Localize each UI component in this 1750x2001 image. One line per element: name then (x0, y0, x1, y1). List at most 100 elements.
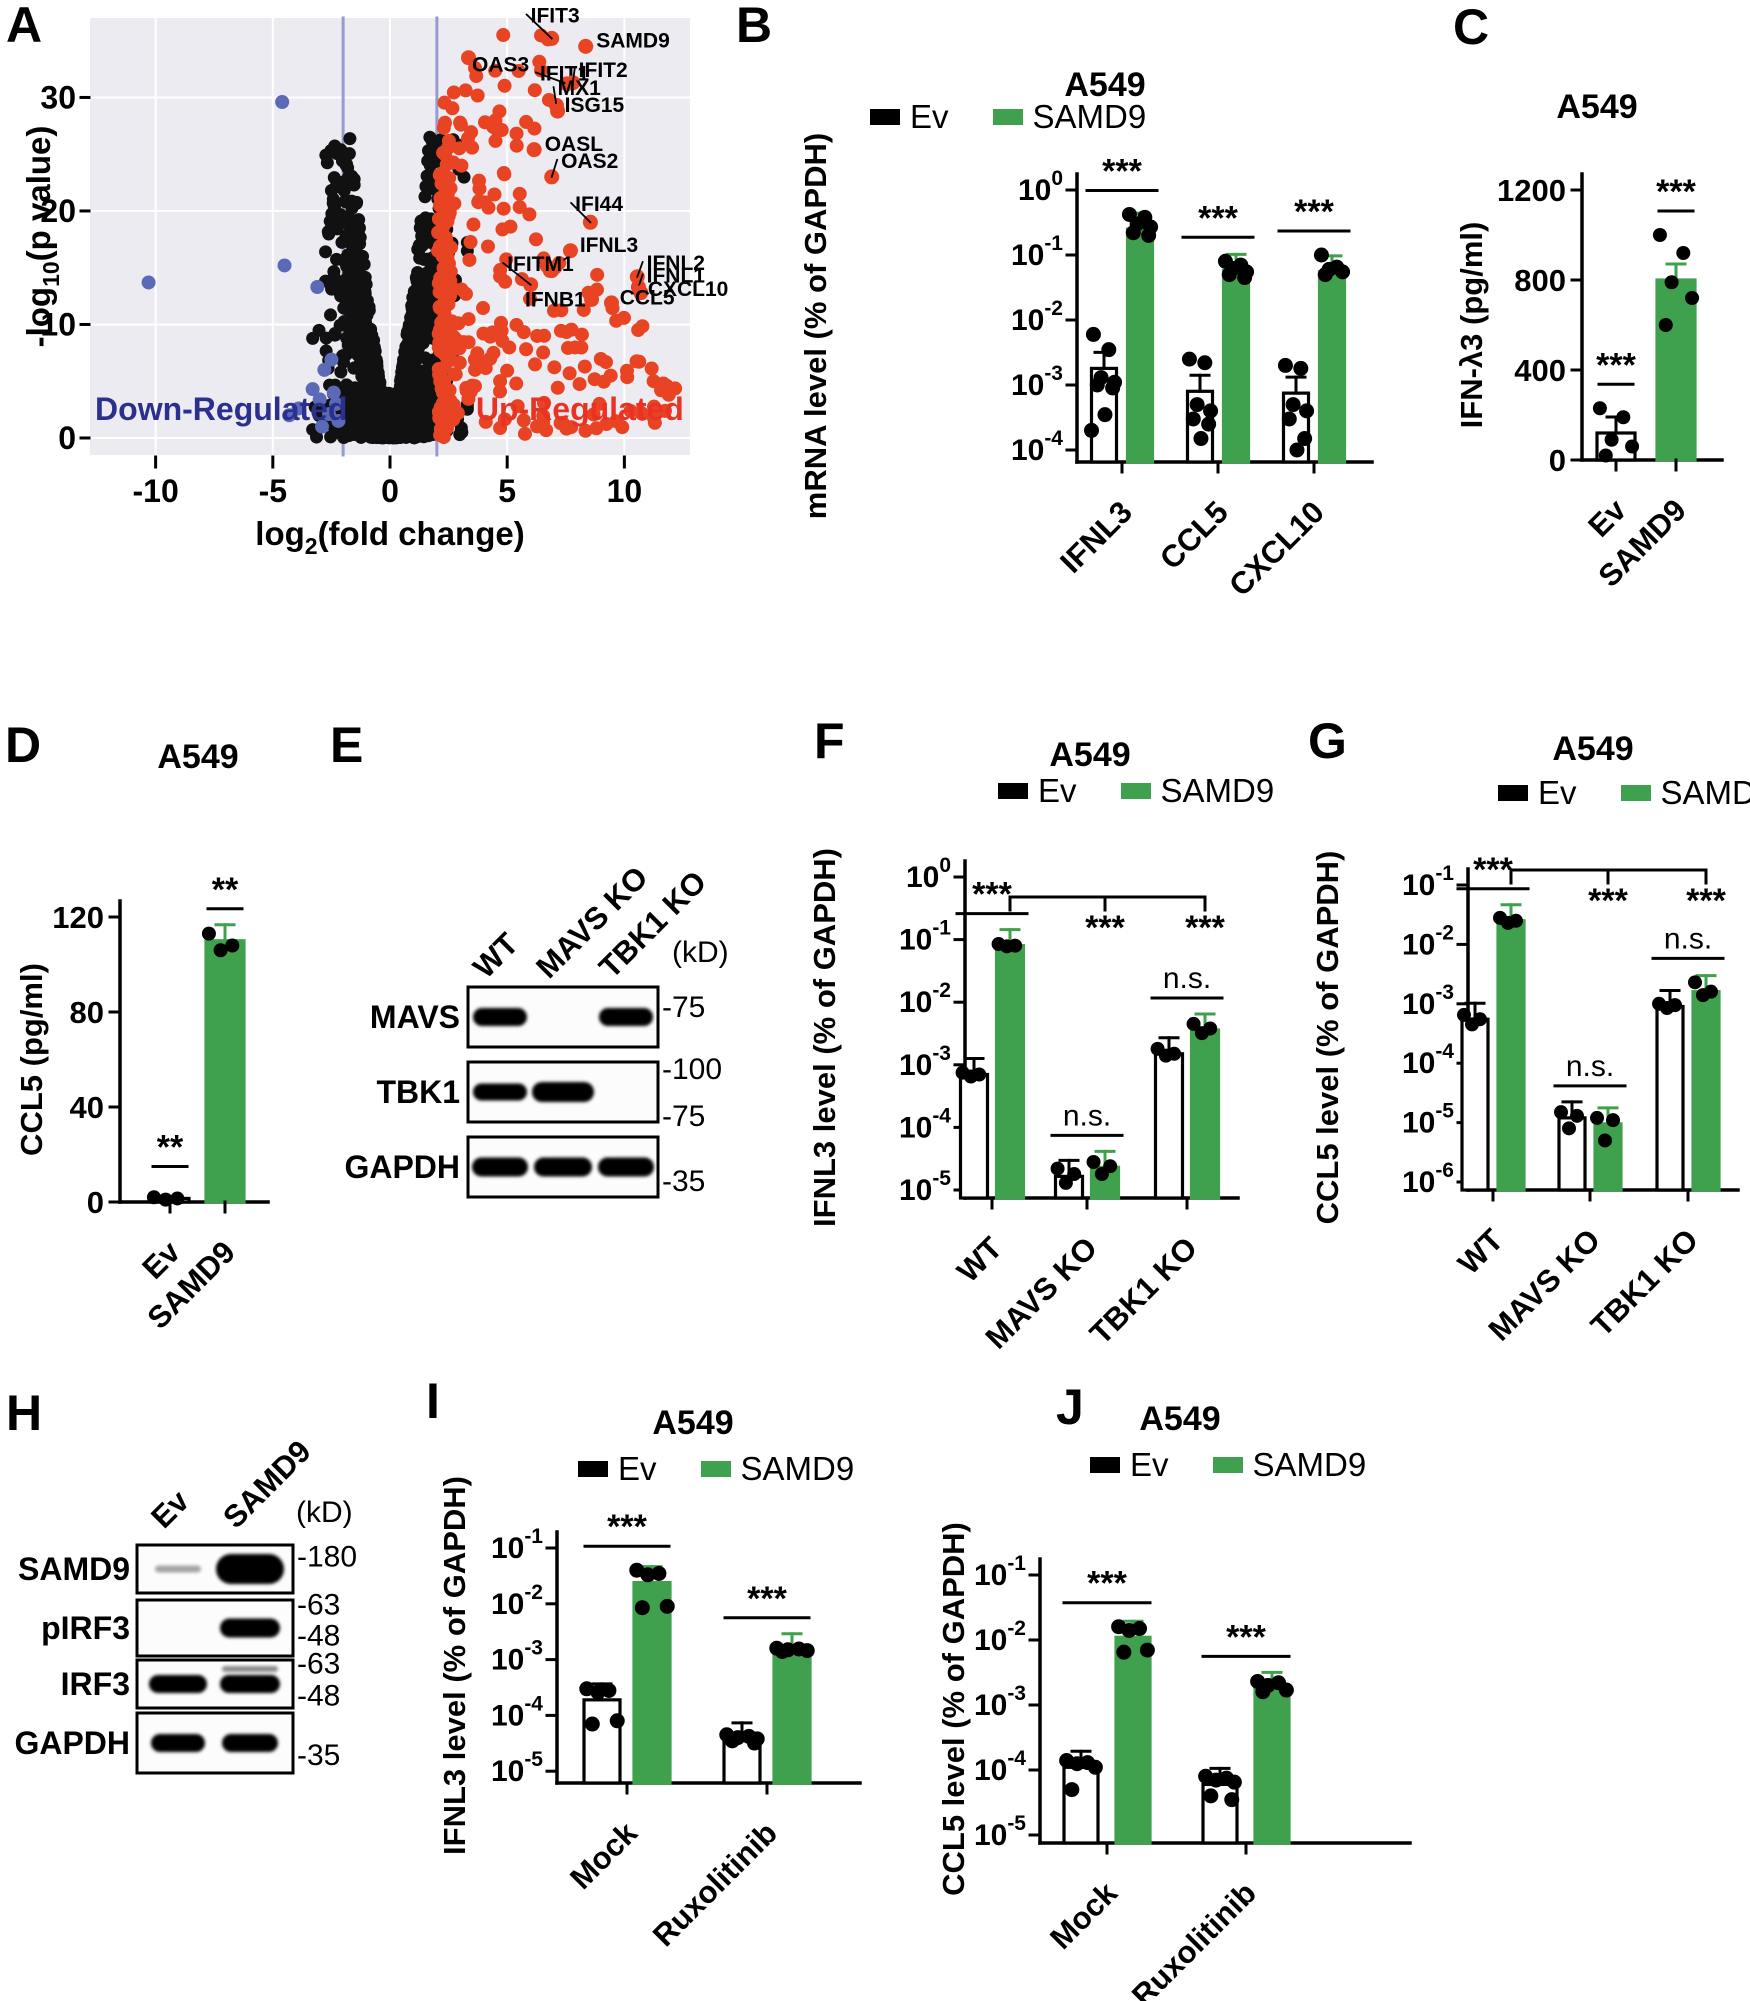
svg-text:GAPDH: GAPDH (14, 1725, 130, 1761)
legend-label-samd9: SAMD9 (1660, 774, 1750, 811)
chart-f: 100 10-1 10-2 10-3 10-4 10-5 IFNL3 level (% of… (807, 848, 1240, 1356)
svg-text:***: *** (1087, 1565, 1127, 1603)
svg-text:***: *** (1226, 1618, 1266, 1656)
legend-swatch-samd9 (992, 109, 1023, 125)
panel-letter-b: B (736, 0, 773, 53)
svg-text:1200: 1200 (1497, 173, 1566, 208)
svg-text:***: *** (1473, 851, 1513, 889)
panel-b-title: A549 (1064, 66, 1146, 104)
svg-text:Ruxolitinib: Ruxolitinib (646, 1815, 784, 1953)
svg-text:***: *** (1588, 882, 1628, 920)
svg-text:-log10(p value): -log10(p value) (20, 126, 64, 348)
svg-text:***: *** (1185, 909, 1225, 947)
svg-text:-48: -48 (297, 1680, 340, 1713)
svg-text:10-1: 10-1 (1011, 232, 1063, 272)
svg-text:40: 40 (70, 1090, 104, 1125)
svg-text:TBK1: TBK1 (376, 1074, 460, 1110)
panel-letter-d: D (5, 717, 42, 773)
legend-swatch-samd9 (1620, 785, 1651, 801)
legend-swatch-ev (1090, 1457, 1120, 1473)
svg-text:Up-Regulated: Up-Regulated (476, 391, 684, 427)
legend-swatch-samd9 (1212, 1457, 1243, 1473)
svg-text:***: *** (1596, 346, 1636, 384)
panel-letter-c: C (1453, 0, 1490, 55)
svg-text:***: *** (1656, 173, 1696, 211)
legend-g: Ev SAMD9 (1498, 774, 1750, 812)
svg-text:-35: -35 (662, 1165, 705, 1198)
svg-text:5: 5 (498, 473, 516, 509)
svg-text:400: 400 (1514, 353, 1566, 388)
svg-text:10-3: 10-3 (1011, 362, 1063, 402)
svg-text:log2(fold change): log2(fold change) (255, 515, 524, 559)
svg-text:IFNL3: IFNL3 (580, 234, 638, 257)
svg-text:10-5: 10-5 (974, 1812, 1026, 1852)
svg-text:TBK1 KO: TBK1 KO (1584, 1222, 1705, 1343)
svg-text:10-4: 10-4 (899, 1104, 951, 1144)
panel-letter-e: E (330, 717, 364, 773)
svg-text:10: 10 (607, 473, 643, 509)
svg-text:Mock: Mock (563, 1815, 644, 1896)
legend-i: Ev SAMD9 (578, 1450, 898, 1488)
panel-d-title: A549 (157, 738, 239, 776)
svg-text:WT: WT (1451, 1222, 1510, 1281)
svg-text:10-2: 10-2 (1402, 921, 1454, 961)
legend-label-samd9: SAMD9 (1160, 772, 1275, 809)
svg-text:CXCL10: CXCL10 (648, 278, 729, 301)
panel-g-title: A549 (1552, 730, 1634, 768)
svg-text:-63: -63 (297, 1647, 340, 1680)
svg-text:0: 0 (58, 420, 76, 456)
svg-text:-75: -75 (662, 991, 705, 1024)
svg-text:IFITM1: IFITM1 (507, 253, 574, 276)
svg-text:10-3: 10-3 (974, 1682, 1026, 1722)
svg-text:30: 30 (40, 79, 76, 115)
svg-text:0: 0 (87, 1185, 104, 1220)
svg-text:OAS3: OAS3 (472, 53, 529, 76)
svg-text:n.s.: n.s. (1566, 1050, 1614, 1083)
svg-text:***: *** (972, 876, 1012, 914)
svg-text:**: ** (212, 871, 239, 909)
svg-text:10-4: 10-4 (1402, 1040, 1454, 1080)
svg-text:ISG15: ISG15 (565, 94, 625, 117)
svg-text:10: 10 (40, 306, 76, 342)
svg-text:Mock: Mock (1043, 1875, 1124, 1956)
svg-text:***: *** (1294, 193, 1334, 231)
legend-label-ev: Ev (1038, 772, 1077, 809)
svg-text:OASL: OASL (545, 133, 604, 156)
legend-swatch-samd9 (700, 1461, 731, 1477)
svg-text:IFI44: IFI44 (575, 193, 623, 216)
svg-text:***: *** (1102, 152, 1142, 190)
svg-text:GAPDH: GAPDH (344, 1149, 460, 1185)
svg-text:10-1: 10-1 (1402, 862, 1454, 902)
svg-text:-180: -180 (297, 1541, 357, 1574)
svg-text:(kD): (kD) (296, 1496, 353, 1529)
svg-text:800: 800 (1514, 263, 1566, 298)
svg-text:-5: -5 (259, 473, 287, 509)
svg-text:n.s.: n.s. (1664, 922, 1712, 955)
svg-text:WT: WT (950, 1230, 1009, 1289)
legend-label-ev: Ev (1538, 774, 1577, 811)
svg-text:CCL5: CCL5 (620, 287, 675, 310)
svg-text:MX1: MX1 (558, 77, 602, 100)
panel-letter-j: J (1056, 1379, 1084, 1435)
svg-text:10-2: 10-2 (899, 979, 951, 1019)
chart-b: 100 10-1 10-2 10-3 10-4 mRNA level (% of GAPD… (798, 133, 1374, 603)
svg-text:IFN-λ3 (pg/ml): IFN-λ3 (pg/ml) (1454, 222, 1489, 429)
svg-text:80: 80 (70, 995, 104, 1030)
legend-label-ev: Ev (910, 98, 949, 135)
svg-text:OAS2: OAS2 (561, 150, 618, 173)
svg-text:n.s.: n.s. (1063, 1099, 1111, 1132)
svg-text:10-5: 10-5 (491, 1748, 543, 1788)
svg-text:***: *** (1085, 909, 1125, 947)
svg-text:SAMD9: SAMD9 (18, 1551, 130, 1587)
legend-label-samd9: SAMD9 (1252, 1446, 1367, 1483)
svg-text:IFIT3: IFIT3 (531, 5, 580, 28)
legend-label-ev: Ev (1130, 1446, 1169, 1483)
svg-text:10-2: 10-2 (491, 1581, 543, 1621)
svg-text:WT: WT (466, 926, 525, 985)
svg-text:-75: -75 (662, 1100, 705, 1133)
legend-label-samd9: SAMD9 (740, 1450, 855, 1487)
